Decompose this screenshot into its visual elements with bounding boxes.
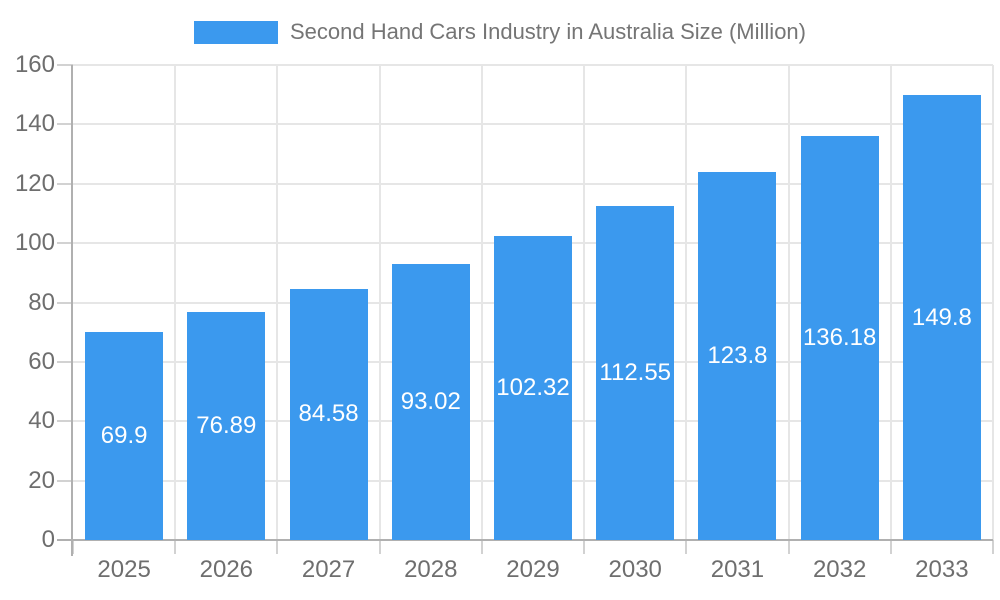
gridline-v (480, 65, 483, 540)
y-axis-label: 120 (14, 169, 55, 197)
bar[interactable] (698, 172, 777, 540)
gridline-v (787, 65, 790, 540)
x-axis-label: 2032 (812, 556, 867, 583)
x-tick (992, 540, 994, 554)
bar[interactable] (494, 236, 572, 540)
bar-value-label: 123.8 (707, 342, 768, 370)
gridline-v (992, 65, 994, 540)
bar[interactable] (596, 205, 675, 540)
chart-legend[interactable]: Second Hand Cars Industry in Australia S… (0, 20, 1000, 44)
x-tick (889, 540, 892, 554)
bar[interactable] (800, 135, 879, 540)
y-tick (57, 182, 73, 185)
gridline-h (73, 182, 993, 185)
bar[interactable] (85, 332, 164, 540)
gridline-v (276, 65, 279, 540)
y-tick (57, 64, 73, 66)
x-axis-label: 2025 (97, 556, 151, 583)
x-axis-label: 2028 (404, 556, 458, 583)
gridline-v (174, 65, 177, 540)
x-axis-label: 2031 (710, 556, 765, 583)
x-tick (583, 540, 586, 554)
gridline-v (378, 65, 381, 540)
y-axis-label: 80 (28, 288, 55, 316)
x-tick (787, 540, 790, 554)
bar-value-label: 102.32 (496, 374, 570, 402)
gridline-v (685, 65, 688, 540)
y-axis-label: 140 (14, 110, 55, 138)
x-tick (480, 540, 483, 554)
bar-value-label: 149.8 (911, 303, 972, 331)
y-axis-label: 40 (28, 407, 55, 435)
y-tick (57, 242, 73, 245)
bar[interactable] (902, 95, 981, 540)
x-axis-label: 2029 (506, 556, 560, 583)
y-axis-label: 100 (14, 229, 55, 257)
chart-title: Second Hand Cars Industry in Australia S… (289, 19, 806, 44)
gridline-v (583, 65, 586, 540)
bar[interactable] (289, 288, 368, 540)
y-tick (57, 420, 73, 423)
x-axis-label: 2030 (608, 556, 662, 583)
bar-value-label: 112.55 (599, 358, 672, 386)
y-tick (57, 479, 73, 482)
y-tick (57, 123, 73, 126)
y-tick (57, 360, 73, 363)
gridline-h (73, 64, 993, 66)
legend-swatch (193, 20, 278, 44)
x-tick (72, 540, 74, 554)
y-axis-label: 0 (41, 526, 55, 553)
y-axis-label: 60 (28, 347, 55, 375)
x-tick (685, 540, 688, 554)
x-tick (378, 540, 381, 554)
bar[interactable] (187, 311, 266, 540)
gridline-v (889, 65, 892, 540)
bar-value-label: 136.18 (802, 323, 877, 351)
bar[interactable] (391, 263, 470, 540)
gridline-h (73, 123, 993, 126)
x-axis-label: 2033 (915, 556, 969, 583)
x-tick (276, 540, 279, 554)
y-axis-label: 160 (14, 51, 55, 78)
x-axis-label: 2027 (301, 556, 356, 583)
y-tick (57, 301, 73, 304)
bar-value-label: 93.02 (400, 387, 461, 415)
bar-value-label: 76.89 (196, 411, 257, 439)
bar-value-label: 69.9 (100, 422, 148, 450)
x-axis-line (57, 539, 993, 541)
bar-value-label: 84.58 (298, 400, 359, 428)
y-axis-label: 20 (28, 466, 55, 494)
x-axis-label: 2026 (199, 556, 254, 583)
x-tick (174, 540, 177, 554)
y-axis-line (71, 65, 73, 556)
